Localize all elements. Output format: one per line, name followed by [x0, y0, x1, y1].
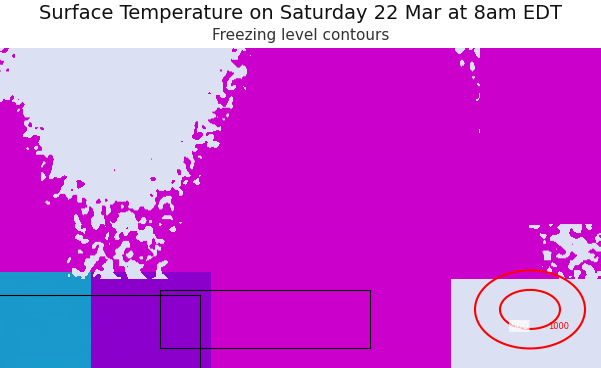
- Text: Freezing level contours: Freezing level contours: [212, 28, 389, 43]
- Text: 1000: 1000: [548, 322, 569, 331]
- Text: 500: 500: [510, 321, 528, 331]
- Text: Surface Temperature on Saturday 22 Mar at 8am EDT: Surface Temperature on Saturday 22 Mar a…: [39, 4, 562, 23]
